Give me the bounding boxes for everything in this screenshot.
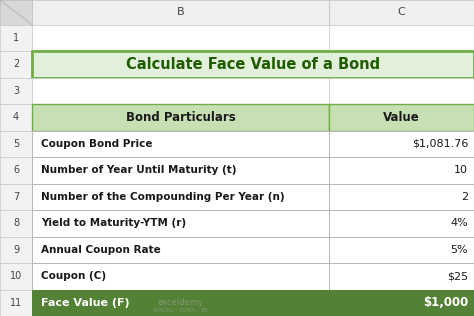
Text: C: C bbox=[398, 7, 406, 17]
Bar bbox=[0, 157, 32, 184]
Bar bbox=[329, 263, 474, 289]
Text: 11: 11 bbox=[10, 298, 22, 308]
Text: $25: $25 bbox=[447, 271, 468, 281]
Text: 4: 4 bbox=[13, 112, 19, 122]
Bar bbox=[329, 131, 474, 157]
Text: 3: 3 bbox=[13, 86, 19, 96]
Bar bbox=[0, 25, 32, 51]
Bar bbox=[0, 0, 32, 25]
Bar bbox=[32, 0, 329, 25]
Text: Coupon (C): Coupon (C) bbox=[41, 271, 106, 281]
Bar bbox=[329, 210, 474, 237]
Bar bbox=[32, 51, 474, 78]
Bar bbox=[0, 104, 32, 131]
Bar bbox=[32, 184, 329, 210]
Bar bbox=[0, 78, 32, 104]
Bar bbox=[32, 25, 329, 51]
Bar bbox=[32, 237, 329, 263]
Bar bbox=[0, 51, 32, 78]
Text: Number of the Compounding Per Year (n): Number of the Compounding Per Year (n) bbox=[41, 192, 284, 202]
Bar bbox=[32, 289, 329, 316]
Text: 7: 7 bbox=[13, 192, 19, 202]
Bar bbox=[0, 131, 32, 157]
Text: $1,081.76: $1,081.76 bbox=[412, 139, 468, 149]
Bar bbox=[329, 157, 474, 184]
Text: $1,000: $1,000 bbox=[423, 296, 468, 309]
Text: 9: 9 bbox=[13, 245, 19, 255]
Text: 6: 6 bbox=[13, 165, 19, 175]
Bar bbox=[0, 263, 32, 289]
Text: Value: Value bbox=[383, 111, 420, 124]
Bar bbox=[32, 104, 329, 131]
Bar bbox=[32, 157, 329, 184]
Bar bbox=[32, 131, 329, 157]
Bar bbox=[329, 25, 474, 51]
Bar bbox=[0, 0, 32, 25]
Bar bbox=[329, 184, 474, 210]
Bar bbox=[0, 210, 32, 237]
Text: Bond Particulars: Bond Particulars bbox=[126, 111, 236, 124]
Bar bbox=[329, 0, 474, 25]
Bar bbox=[0, 184, 32, 210]
Text: B: B bbox=[177, 7, 185, 17]
Text: 1: 1 bbox=[13, 33, 19, 43]
Text: Calculate Face Value of a Bond: Calculate Face Value of a Bond bbox=[126, 57, 380, 72]
Bar bbox=[32, 210, 329, 237]
Text: 2: 2 bbox=[13, 59, 19, 70]
Text: 4%: 4% bbox=[451, 218, 468, 228]
Text: 8: 8 bbox=[13, 218, 19, 228]
Text: 5: 5 bbox=[13, 139, 19, 149]
Bar bbox=[0, 289, 32, 316]
Text: Annual Coupon Rate: Annual Coupon Rate bbox=[41, 245, 161, 255]
Bar bbox=[329, 237, 474, 263]
Text: 2: 2 bbox=[461, 192, 468, 202]
Text: EXCEL · DATA · BI: EXCEL · DATA · BI bbox=[154, 308, 208, 313]
Bar bbox=[329, 289, 474, 316]
Bar bbox=[0, 237, 32, 263]
Text: 10: 10 bbox=[454, 165, 468, 175]
Text: Yield to Maturity-YTM (r): Yield to Maturity-YTM (r) bbox=[41, 218, 186, 228]
Text: Coupon Bond Price: Coupon Bond Price bbox=[41, 139, 152, 149]
Bar bbox=[329, 104, 474, 131]
Bar bbox=[329, 78, 474, 104]
Text: exceldemy: exceldemy bbox=[158, 298, 204, 307]
Text: Number of Year Until Maturity (t): Number of Year Until Maturity (t) bbox=[41, 165, 236, 175]
Bar bbox=[32, 78, 329, 104]
Text: 5%: 5% bbox=[451, 245, 468, 255]
Text: Face Value (F): Face Value (F) bbox=[41, 298, 129, 308]
Bar bbox=[32, 263, 329, 289]
Text: 10: 10 bbox=[10, 271, 22, 281]
